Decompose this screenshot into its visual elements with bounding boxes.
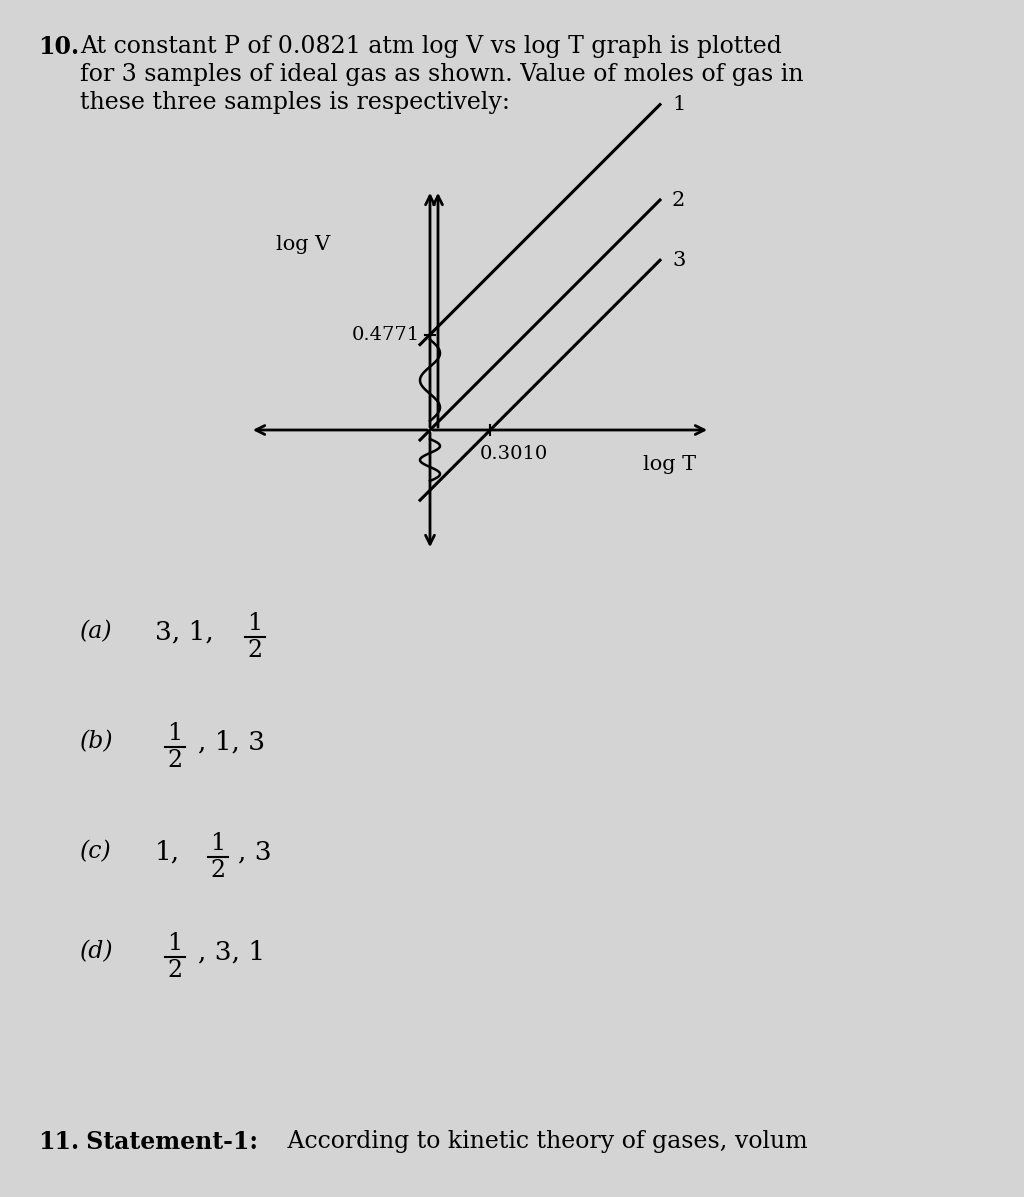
Text: , 1, 3: , 1, 3	[198, 730, 265, 755]
Text: (a): (a)	[80, 620, 113, 643]
Text: At constant P of 0.0821 atm log V vs log T graph is plotted: At constant P of 0.0821 atm log V vs log…	[80, 35, 782, 57]
Text: 3: 3	[672, 250, 685, 269]
Text: , 3, 1: , 3, 1	[198, 940, 265, 965]
Text: for 3 samples of ideal gas as shown. Value of moles of gas in: for 3 samples of ideal gas as shown. Val…	[80, 63, 804, 86]
Text: (b): (b)	[80, 730, 114, 753]
Text: these three samples is respectively:: these three samples is respectively:	[80, 91, 510, 114]
Text: Statement-1:: Statement-1:	[78, 1130, 258, 1154]
Text: 0.3010: 0.3010	[480, 445, 549, 463]
Text: 2: 2	[211, 859, 225, 882]
Text: 2: 2	[168, 749, 182, 772]
Text: 1: 1	[168, 722, 182, 745]
Text: , 3: , 3	[238, 840, 271, 865]
Text: 3, 1,: 3, 1,	[155, 620, 214, 645]
Text: 1: 1	[672, 95, 685, 114]
Text: 1: 1	[168, 932, 182, 955]
Text: 2: 2	[672, 190, 685, 209]
Text: According to kinetic theory of gases, volum: According to kinetic theory of gases, vo…	[280, 1130, 808, 1153]
Text: (c): (c)	[80, 840, 112, 863]
Text: 10.: 10.	[38, 35, 79, 59]
Text: 1: 1	[248, 612, 262, 634]
Text: log T: log T	[643, 455, 696, 474]
Text: 1: 1	[211, 832, 225, 855]
Text: 11.: 11.	[38, 1130, 79, 1154]
Text: 2: 2	[168, 959, 182, 982]
Text: 1,: 1,	[155, 840, 180, 865]
Text: log V: log V	[275, 236, 330, 255]
Text: 2: 2	[248, 639, 262, 662]
Text: (d): (d)	[80, 940, 114, 964]
Text: 0.4771: 0.4771	[352, 326, 420, 344]
